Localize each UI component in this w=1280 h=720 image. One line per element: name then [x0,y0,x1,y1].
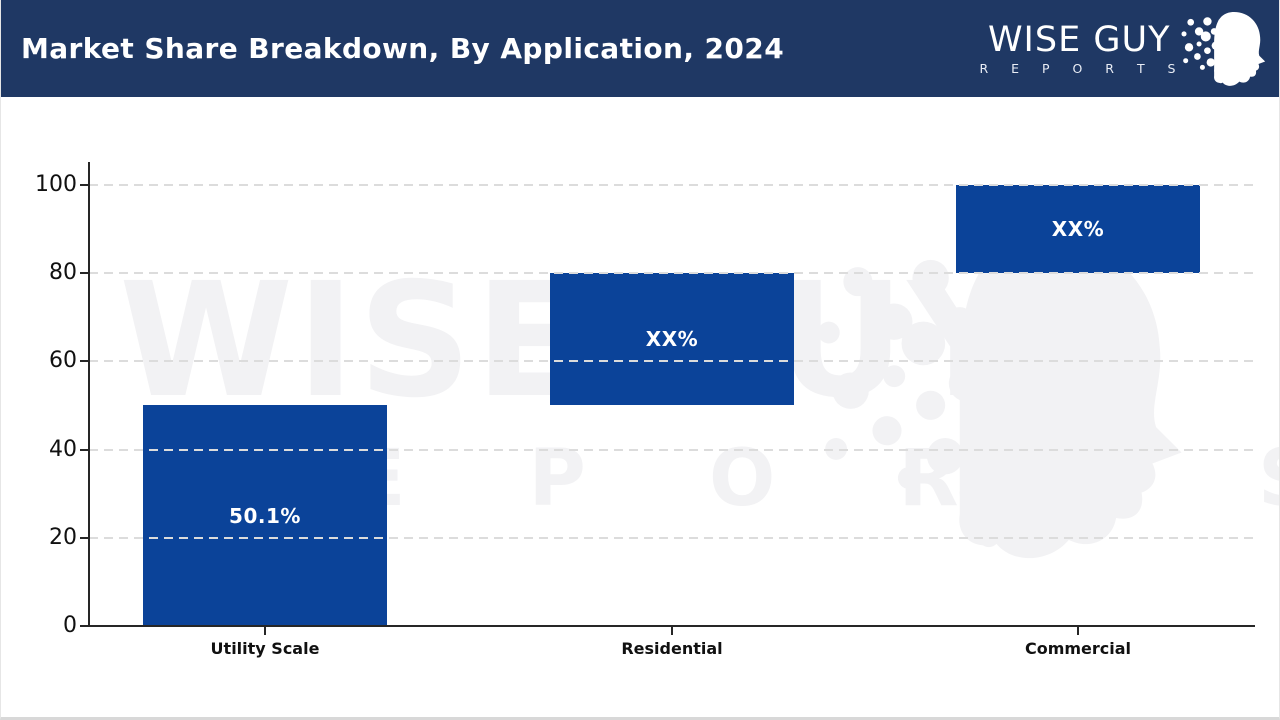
y-axis-tick-mark [80,625,89,627]
bar-value-label: XX% [645,327,699,352]
gridline-60 [89,360,1255,363]
logo-wordmark: WISE GUY [987,19,1171,60]
y-axis-tick-label: 60 [49,348,77,374]
category-label-utility-scale: Utility Scale [210,639,320,658]
logo: WISE GUY R E P O R T S [973,4,1271,94]
gridline-100 [89,184,1255,186]
y-axis-tick-label: 80 [49,260,77,286]
y-axis-tick-label: 0 [63,613,77,638]
gridline-40 [89,448,1255,451]
y-axis-line [88,162,90,627]
y-axis-tick-label: 40 [49,436,77,462]
bar-utility-scale: 50.1% [143,405,387,626]
bar-value-label: 50.1% [229,503,301,528]
y-axis-tick-label: 100 [35,172,77,197]
bar-value-label: XX% [1051,217,1105,242]
y-axis-tick-mark [80,272,89,275]
y-axis-tick-mark [80,448,89,451]
bar-commercial: XX% [956,185,1200,274]
x-axis-tick-mark [264,627,266,635]
x-axis-tick-mark [1077,627,1079,635]
bar-residential: XX% [550,273,794,406]
logo-head-icon [1181,12,1266,86]
page-title: Market Share Breakdown, By Application, … [21,32,785,65]
logo-text: WISE GUY R E P O R T S [973,19,1185,76]
gridline-80 [89,272,1255,275]
y-axis-tick-mark [80,536,89,539]
x-axis-tick-mark [671,627,673,635]
logo-subtext: R E P O R T S [979,60,1185,76]
y-axis-tick-mark [80,184,89,186]
x-axis-line [88,625,1255,627]
category-label-commercial: Commercial [1024,639,1132,658]
y-axis-tick-mark [80,360,89,363]
category-label-residential: Residential [621,639,723,658]
gridline-20 [89,536,1255,539]
header: Market Share Breakdown, By Application, … [1,0,1279,97]
y-axis-tick-label: 20 [49,524,77,550]
